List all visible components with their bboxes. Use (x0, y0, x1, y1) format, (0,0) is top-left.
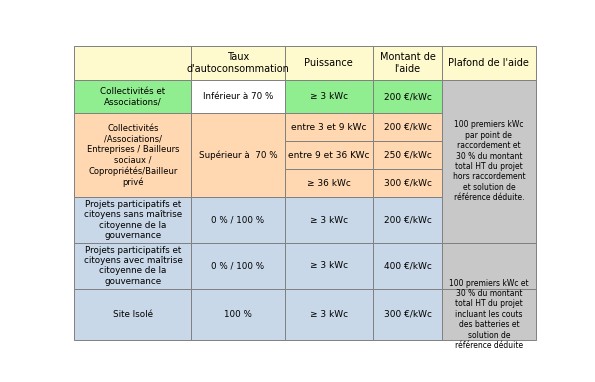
Text: 100 premiers kWc et
30 % du montant
total HT du projet
incluant les couts
des ba: 100 premiers kWc et 30 % du montant tota… (449, 278, 529, 350)
Text: 0 % / 100 %: 0 % / 100 % (211, 261, 265, 270)
Text: Collectivités
/Associations/
Entreprises / Bailleurs
sociaux /
Copropriétés/Bail: Collectivités /Associations/ Entreprises… (87, 124, 179, 186)
Bar (373, 80, 442, 113)
Bar (74, 113, 192, 197)
Text: Projets participatifs et
citoyens sans maîtrise
citoyenne de la
gouvernance: Projets participatifs et citoyens sans m… (84, 200, 182, 240)
Text: Montant de
l'aide: Montant de l'aide (380, 52, 436, 74)
Bar (284, 197, 373, 243)
Bar (373, 197, 442, 243)
Text: entre 3 et 9 kWc: entre 3 et 9 kWc (291, 123, 367, 132)
Bar (373, 169, 442, 197)
Bar (192, 288, 284, 340)
Text: ≥ 3 kWc: ≥ 3 kWc (310, 215, 348, 225)
Bar (373, 288, 442, 340)
Bar (284, 169, 373, 197)
Text: Supérieur à  70 %: Supérieur à 70 % (199, 151, 277, 160)
Bar (284, 243, 373, 288)
Text: 300 €/kWc: 300 €/kWc (384, 179, 432, 188)
Text: 100 premiers kWc
par point de
raccordement et
30 % du montant
total HT du projet: 100 premiers kWc par point de raccordeme… (453, 120, 525, 202)
Text: Puissance: Puissance (305, 58, 353, 68)
Text: 200 €/kWc: 200 €/kWc (384, 215, 431, 225)
Bar (192, 80, 284, 113)
Bar (373, 113, 442, 141)
Bar (442, 46, 536, 80)
Text: 0 % / 100 %: 0 % / 100 % (211, 215, 265, 225)
Text: Plafond de l'aide: Plafond de l'aide (449, 58, 530, 68)
Bar (74, 288, 192, 340)
Bar (192, 113, 284, 197)
Bar (74, 46, 192, 80)
Text: 200 €/kWc: 200 €/kWc (384, 123, 431, 132)
Bar (373, 243, 442, 288)
Bar (284, 113, 373, 141)
Bar (373, 141, 442, 169)
Text: ≥ 3 kWc: ≥ 3 kWc (310, 92, 348, 101)
Bar (74, 80, 192, 113)
Text: ≥ 3 kWc: ≥ 3 kWc (310, 310, 348, 319)
Text: 400 €/kWc: 400 €/kWc (384, 261, 431, 270)
Bar (442, 80, 536, 243)
Bar (74, 197, 192, 243)
Text: Site Isolé: Site Isolé (113, 310, 153, 319)
Bar (192, 243, 284, 288)
Text: 250 €/kWc: 250 €/kWc (384, 151, 431, 160)
Text: ≥ 3 kWc: ≥ 3 kWc (310, 261, 348, 270)
Text: Taux
d'autoconsommation: Taux d'autoconsommation (187, 52, 290, 74)
Bar (192, 46, 284, 80)
Text: 300 €/kWc: 300 €/kWc (384, 310, 432, 319)
Text: Collectivités et
Associations/: Collectivités et Associations/ (101, 87, 165, 106)
Bar (284, 46, 373, 80)
Bar (284, 80, 373, 113)
Text: ≥ 36 kWc: ≥ 36 kWc (307, 179, 351, 188)
Bar (74, 243, 192, 288)
Text: Projets participatifs et
citoyens avec maîtrise
citoyenne de la
gouvernance: Projets participatifs et citoyens avec m… (83, 246, 182, 286)
Text: 100 %: 100 % (224, 310, 252, 319)
Bar (284, 141, 373, 169)
Bar (192, 197, 284, 243)
Bar (373, 46, 442, 80)
Text: 200 €/kWc: 200 €/kWc (384, 92, 431, 101)
Bar (442, 288, 536, 340)
Text: Inférieur à 70 %: Inférieur à 70 % (203, 92, 273, 101)
Bar (284, 288, 373, 340)
Bar (442, 243, 536, 288)
Text: entre 9 et 36 KWc: entre 9 et 36 KWc (288, 151, 369, 160)
